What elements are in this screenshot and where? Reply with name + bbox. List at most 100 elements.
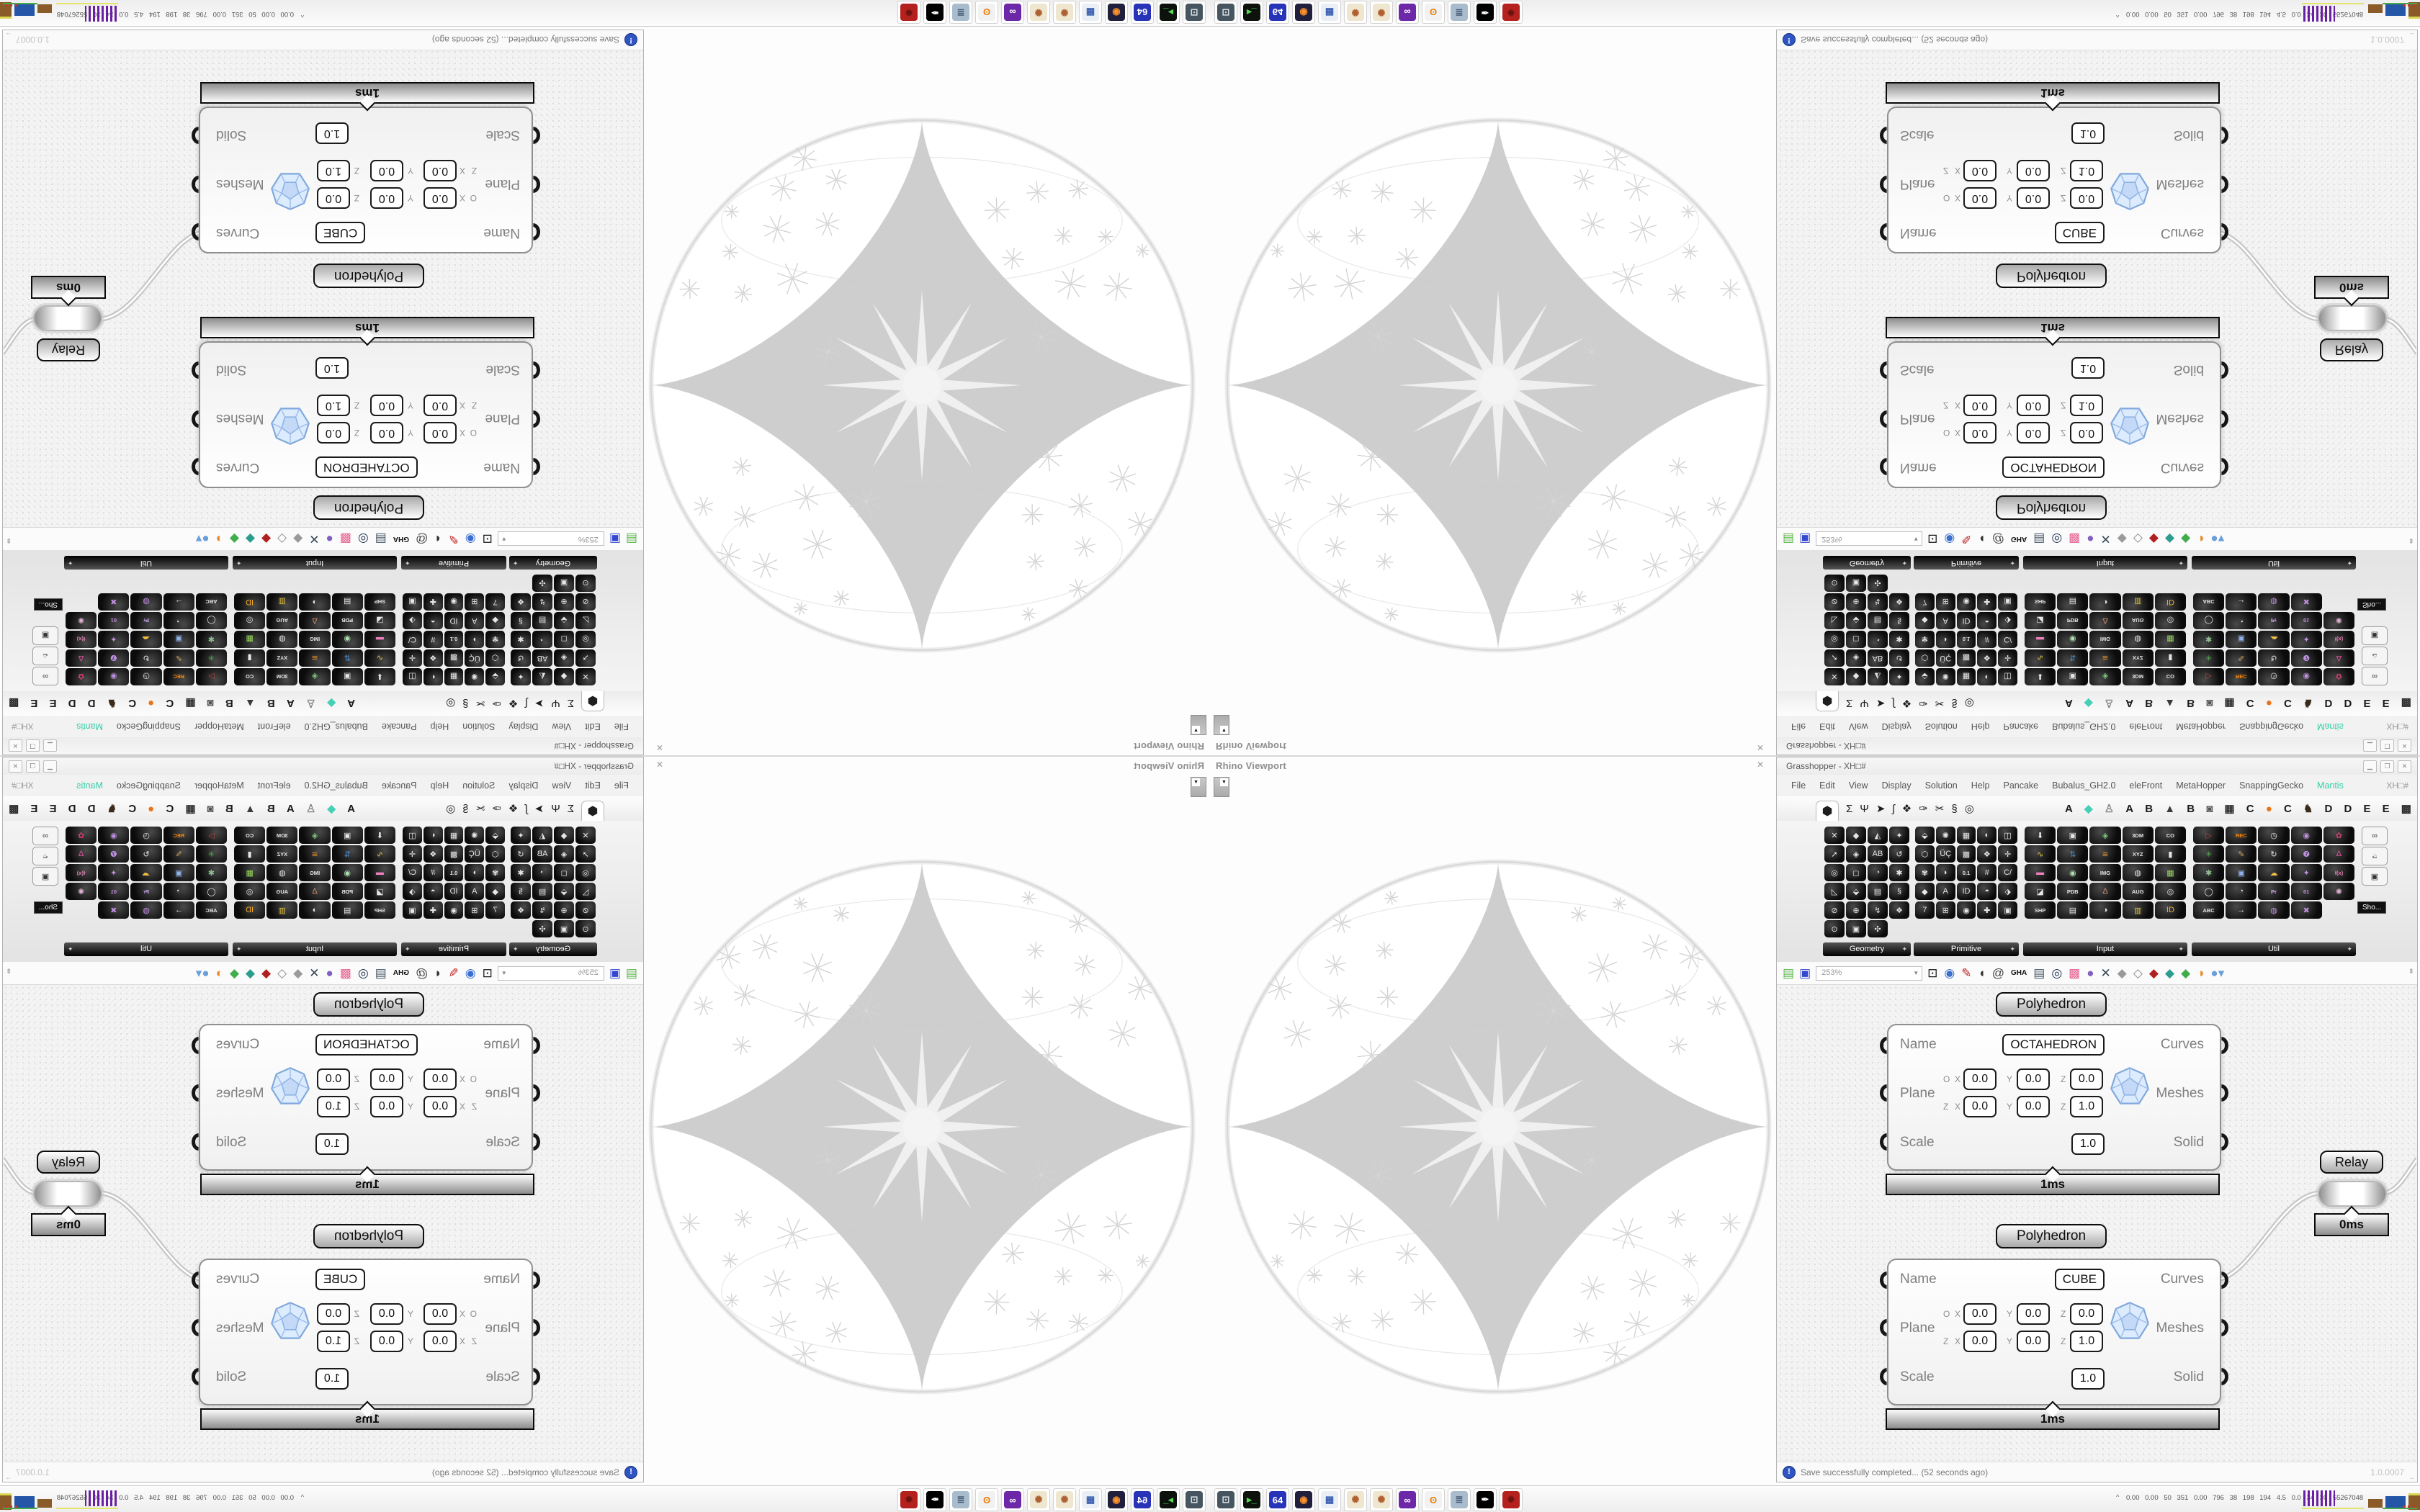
component-icon[interactable]: ▦ [444, 668, 464, 685]
wire-relay-out[interactable] [2383, 316, 2416, 355]
component-icon[interactable]: ✕ [575, 827, 596, 844]
component-icon[interactable]: ✺ [465, 827, 485, 844]
component-icon[interactable]: ÜÇ [465, 649, 485, 667]
component-icon[interactable]: ▮ [234, 649, 266, 667]
component-icon[interactable]: ⊕ [554, 593, 574, 611]
component-icon[interactable]: ▷ [195, 668, 227, 685]
tab-plugin-1[interactable]: ◆ [327, 803, 336, 815]
component-icon[interactable]: ✦ [1889, 668, 1909, 685]
component-icon[interactable]: ◉ [331, 631, 363, 648]
component-icon[interactable]: 0.1 [1956, 631, 1976, 648]
menu-edit[interactable]: Edit [585, 780, 601, 791]
component-icon[interactable]: ◆ [1846, 827, 1866, 844]
name-value-box[interactable]: OCTAHEDRON [315, 1034, 418, 1056]
grasshopper-titlebar[interactable]: Grasshopper - XH□# ▁ ❐ ✕ [3, 737, 643, 755]
component-icon[interactable]: ▬ [364, 864, 395, 881]
component-icon[interactable]: ◐ [1977, 827, 1997, 844]
component-icon[interactable]: ◉ [2057, 631, 2089, 648]
component-icon[interactable]: ▣ [1998, 593, 2017, 611]
component-icon[interactable]: 3DM [2122, 827, 2154, 844]
wire-cube-to-relay[interactable] [102, 230, 202, 322]
component-icon[interactable]: ▦ [2154, 864, 2186, 881]
tab-plugin-0[interactable]: A [347, 697, 355, 710]
tab-plugin-9[interactable]: C [2246, 697, 2254, 710]
tab-main-3[interactable]: ➤ [1876, 697, 1886, 709]
plane-zz-value[interactable]: 1.0 [2070, 1331, 2103, 1352]
speaker-icon[interactable]: ◖ [1978, 532, 1986, 546]
tab-main-1[interactable]: Σ [1846, 802, 1853, 815]
package-icon[interactable]: ▩ [339, 966, 351, 980]
component-icon[interactable]: ◯ [195, 883, 227, 900]
tab-main-6[interactable]: ✑ [492, 697, 501, 709]
tab-plugin-5[interactable]: ▲ [2164, 802, 2176, 815]
component-icon[interactable]: ▥ [266, 593, 298, 611]
component-icon[interactable]: ✛ [1998, 845, 2017, 863]
tab-main-9[interactable]: ◎ [446, 803, 456, 815]
close-icon[interactable]: ✕ [1756, 760, 1765, 770]
input-jack-scale[interactable] [1880, 361, 1894, 379]
component-icon[interactable]: ◺ [575, 612, 596, 629]
menu-mantis[interactable]: Mantis [2317, 721, 2344, 732]
tab-main-4[interactable]: ʃ [1892, 802, 1895, 815]
component-icon[interactable]: ∿ [364, 845, 395, 863]
component-icon[interactable]: 7 [1915, 901, 1935, 919]
component-icon[interactable]: ✺ [465, 668, 485, 685]
gem-orange-icon[interactable]: ◑ [2197, 966, 2205, 980]
component-icon[interactable]: ◔ [1868, 631, 1888, 648]
component-icon[interactable]: ◪ [2025, 883, 2056, 900]
component-icon[interactable]: ◫ [1998, 827, 2017, 844]
preview-sphere-icon[interactable]: ●▾ [195, 966, 210, 980]
taskbar-app-dosbox-64[interactable]: 64 [1131, 1, 1154, 24]
component-icon[interactable]: ▮ [2154, 649, 2186, 667]
component-nickname-capsule[interactable]: Polyhedron [1996, 992, 2107, 1017]
output-jack-meshes[interactable] [192, 1319, 206, 1336]
tab-plugin-5[interactable]: ▲ [244, 802, 256, 815]
component-icon[interactable]: ✿ [2323, 668, 2354, 685]
relay-capsule[interactable]: Relay [37, 338, 100, 361]
component-icon[interactable]: f(x) [66, 631, 97, 648]
maximize-button[interactable]: ❐ [26, 760, 40, 773]
gem-green-icon[interactable]: ◆ [2181, 966, 2191, 980]
plane-oz-value[interactable]: 0.0 [317, 187, 350, 209]
maximize-button[interactable]: ❐ [26, 739, 40, 752]
tab-main-4[interactable]: ʃ [525, 802, 528, 815]
component-icon[interactable]: ◉ [331, 864, 363, 881]
minimize-button[interactable]: ▁ [2363, 739, 2377, 752]
tab-plugin-16[interactable]: E [30, 697, 38, 710]
taskbar-app-paint-app-2[interactable]: ✺ [1027, 1, 1050, 24]
component-icon[interactable]: ▷ [2193, 668, 2225, 685]
minimize-button[interactable]: ▁ [2363, 760, 2377, 773]
component-icon[interactable]: ◈ [554, 845, 574, 863]
component-icon[interactable]: ▥ [2122, 593, 2154, 611]
taskbar-app-dosbox-64[interactable]: 64 [1131, 1488, 1154, 1511]
tab-plugin-2[interactable]: ♙ [305, 803, 316, 815]
component-icon[interactable]: ⬇ [2025, 827, 2056, 844]
tab-plugin-9[interactable]: C [2246, 802, 2254, 815]
component-icon[interactable]: ☁ [2258, 631, 2290, 648]
tab-main-4[interactable]: ʃ [525, 697, 528, 710]
component-icon[interactable]: ▣ [2226, 631, 2257, 648]
menu-view[interactable]: View [1848, 780, 1868, 791]
component-icon[interactable]: f(x) [2323, 864, 2354, 881]
component-icon[interactable]: AUG [266, 883, 298, 900]
menu-help[interactable]: Help [430, 780, 449, 791]
taskbar-app-paint-app[interactable]: ✺ [1344, 1, 1367, 24]
tab-plugin-14[interactable]: D [68, 697, 76, 710]
menu-elefront[interactable]: eleFront [2129, 780, 2163, 791]
menu-help[interactable]: Help [1971, 721, 1990, 732]
tab-main-6[interactable]: ✑ [492, 803, 501, 815]
plane-zz-value[interactable]: 1.0 [2070, 395, 2103, 416]
menu-metahopper[interactable]: MetaHopper [194, 780, 244, 791]
component-icon[interactable]: → [163, 901, 194, 919]
save-icon[interactable]: ▣ [609, 966, 621, 980]
gem-green-icon[interactable]: ◆ [2181, 532, 2191, 546]
package-icon[interactable]: ▩ [2069, 532, 2081, 546]
plane-ox-value[interactable]: 0.0 [424, 1303, 457, 1325]
menu-solution[interactable]: Solution [1924, 721, 1958, 732]
tab-main-8[interactable]: § [1951, 802, 1958, 815]
component-icon[interactable]: CO [2154, 827, 2186, 844]
component-icon[interactable]: ÜÇ [465, 845, 485, 863]
tab-main-2[interactable]: Ψ [1860, 802, 1869, 815]
component-icon[interactable]: ✣ [1868, 920, 1888, 937]
plane-oy-value[interactable]: 0.0 [2017, 1068, 2050, 1090]
